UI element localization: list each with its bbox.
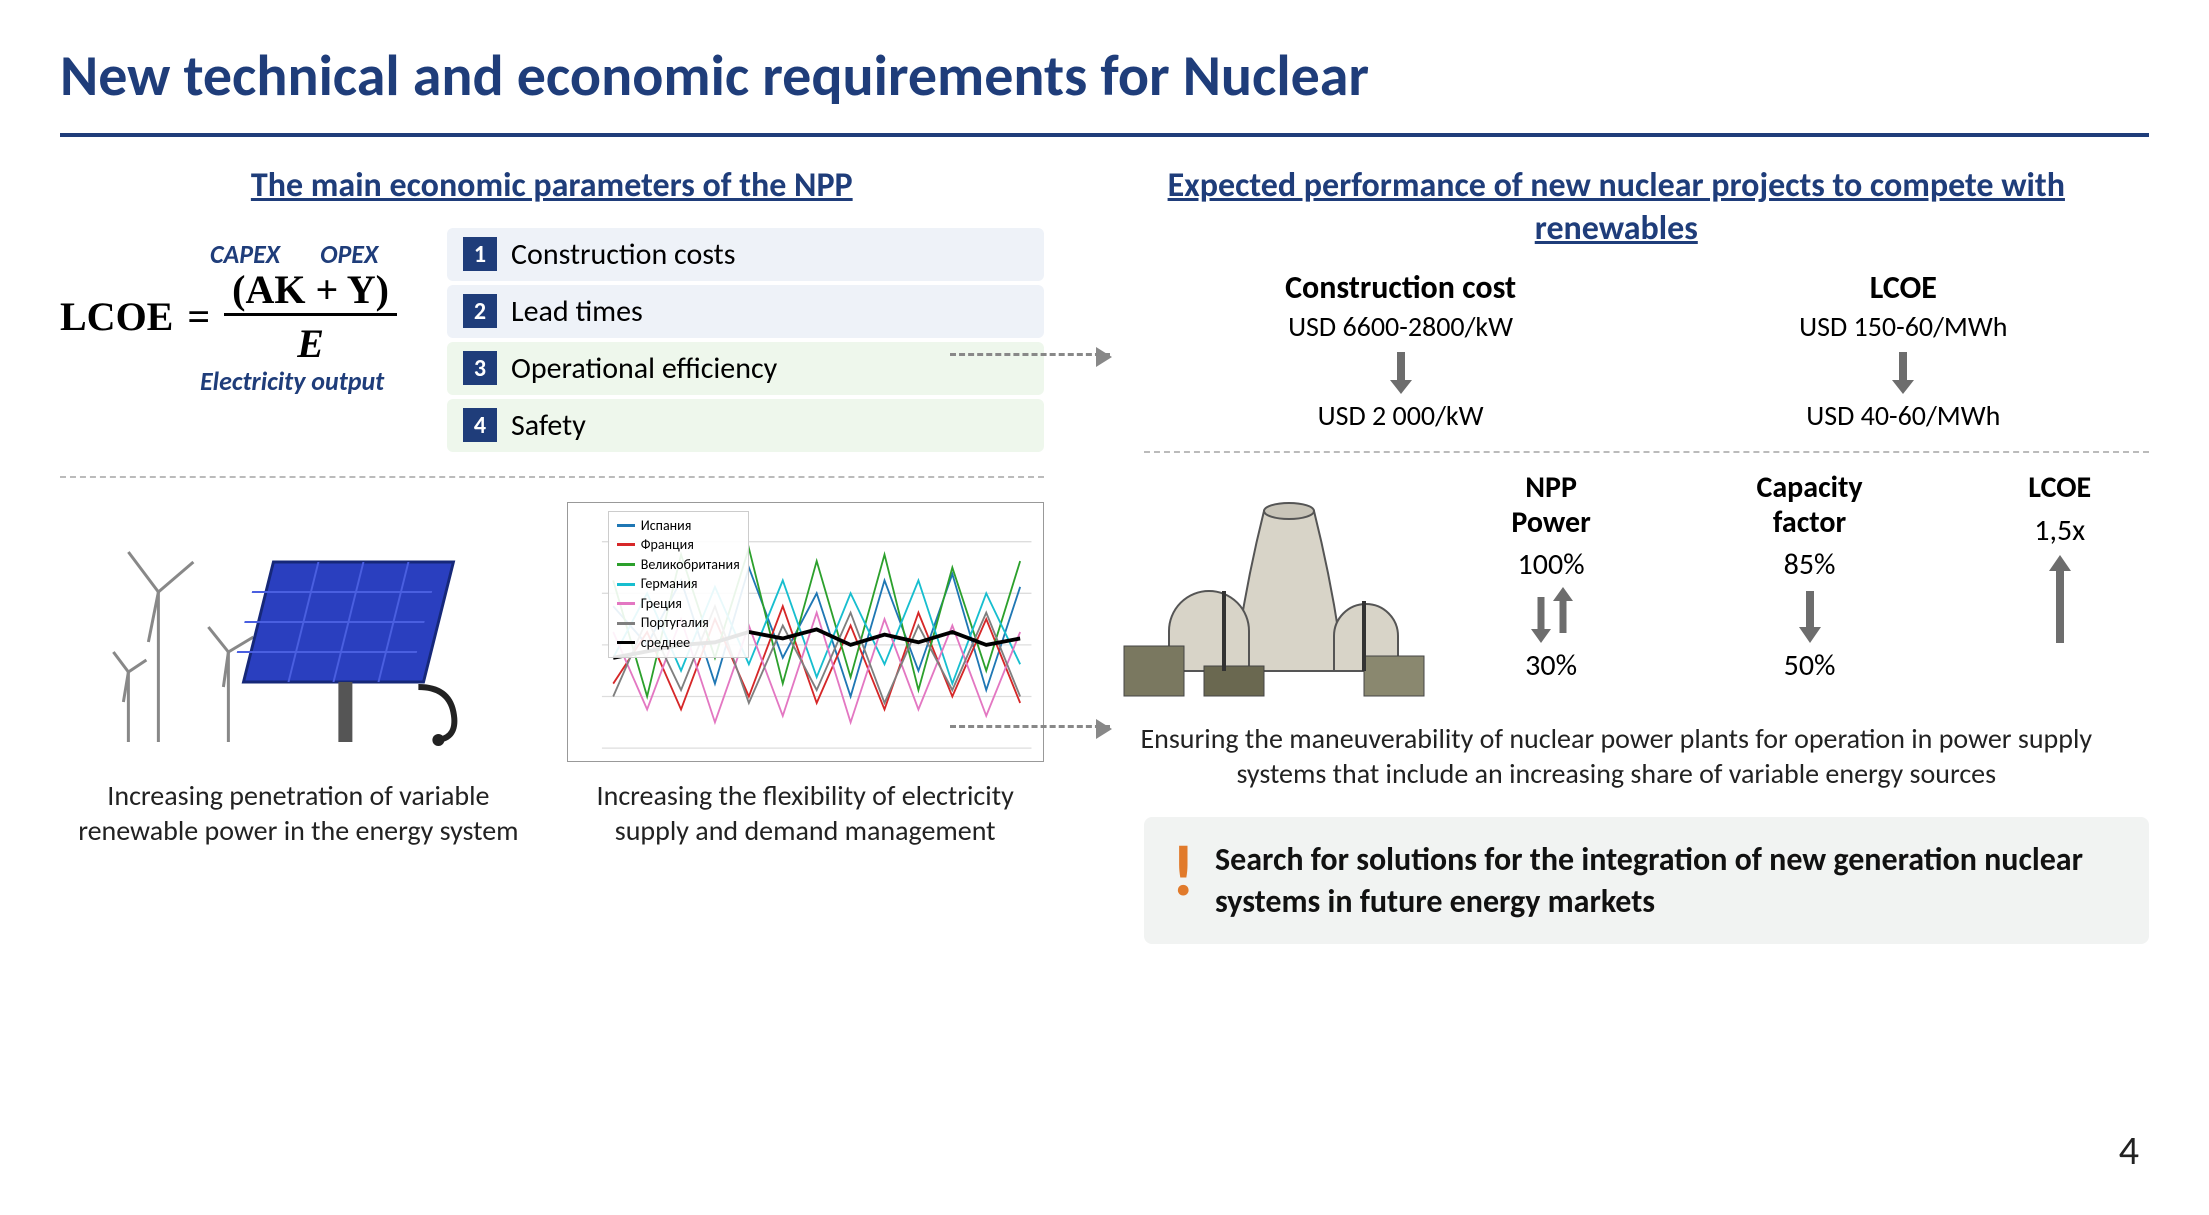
left-subheading: The main economic parameters of the NPP	[60, 165, 1044, 208]
list-badge: 1	[463, 237, 497, 271]
mid-metric-title: LCOE	[2028, 471, 2091, 506]
callout-box: ! Search for solutions for the integrati…	[1144, 817, 2149, 944]
exclamation-icon: !	[1172, 839, 1195, 904]
mid-metric-title: NPP Power	[1511, 471, 1590, 540]
list-item: 3 Operational efficiency	[447, 342, 1044, 395]
formula-lhs: LCOE	[60, 293, 173, 340]
mid-metric-title: Capacity factor	[1756, 471, 1862, 540]
metric-to: USD 2 000/kW	[1285, 398, 1516, 433]
arrow-down-icon	[1795, 587, 1825, 643]
mid-metric-from: 1,5x	[2028, 512, 2091, 549]
metric-to: USD 40-60/MWh	[1799, 398, 2007, 433]
metric-title: Construction cost	[1285, 268, 1516, 307]
chart-legend: ИспанияФранцияВеликобританияГерманияГрец…	[608, 511, 749, 658]
list-badge: 2	[463, 294, 497, 328]
arrow-updown-icon	[1523, 587, 1579, 643]
callout-text: Search for solutions for the integration…	[1215, 839, 2121, 922]
formula-denominator: E	[297, 316, 324, 367]
formula-eq: =	[187, 293, 210, 340]
top-metrics: Construction cost USD 6600-2800/kW USD 2…	[1144, 268, 2149, 433]
page-number: 4	[2119, 1126, 2139, 1175]
arrow-down-icon	[1888, 350, 1918, 394]
mid-metric-to: 30%	[1511, 647, 1590, 684]
lcoe-formula: CAPEX OPEX LCOE = (AK + Y) E Electricity…	[60, 228, 407, 407]
arrow-down-icon	[1386, 350, 1416, 394]
flex-caption: Increasing the flexibility of electricit…	[567, 778, 1044, 848]
dashed-separator	[1144, 451, 2149, 453]
list-text: Construction costs	[511, 236, 735, 273]
list-item: 4 Safety	[447, 399, 1044, 452]
title-rule	[60, 133, 2149, 137]
metric-from: USD 6600-2800/kW	[1285, 309, 1516, 344]
price-chart: ИспанияФранцияВеликобританияГерманияГрец…	[567, 502, 1044, 762]
list-text: Safety	[511, 407, 586, 444]
list-text: Lead times	[511, 293, 643, 330]
renewables-caption: Increasing penetration of variable renew…	[60, 778, 537, 848]
maneuver-text: Ensuring the maneuverability of nuclear …	[1084, 721, 2149, 791]
arrow-up-icon	[2045, 553, 2075, 643]
mid-metric-from: 85%	[1756, 546, 1862, 583]
dashed-separator	[60, 476, 1044, 478]
list-badge: 3	[463, 351, 497, 385]
metric-title: LCOE	[1799, 268, 2007, 307]
slide-title: New technical and economic requirements …	[60, 40, 2149, 111]
npp-illustration	[1114, 471, 1434, 711]
list-text: Operational efficiency	[511, 350, 777, 387]
parameter-list: 1 Construction costs 2 Lead times 3 Oper…	[447, 228, 1044, 452]
metric-from: USD 150-60/MWh	[1799, 309, 2007, 344]
mid-metric-from: 100%	[1511, 546, 1590, 583]
list-item: 2 Lead times	[447, 285, 1044, 338]
label-output: Electricity output	[200, 365, 397, 397]
right-subheading: Expected performance of new nuclear proj…	[1084, 165, 2149, 250]
list-badge: 4	[463, 408, 497, 442]
renewables-illustration	[60, 502, 537, 762]
formula-numerator: (AK + Y)	[224, 266, 397, 316]
mid-metric-to: 50%	[1756, 647, 1862, 684]
list-item: 1 Construction costs	[447, 228, 1044, 281]
